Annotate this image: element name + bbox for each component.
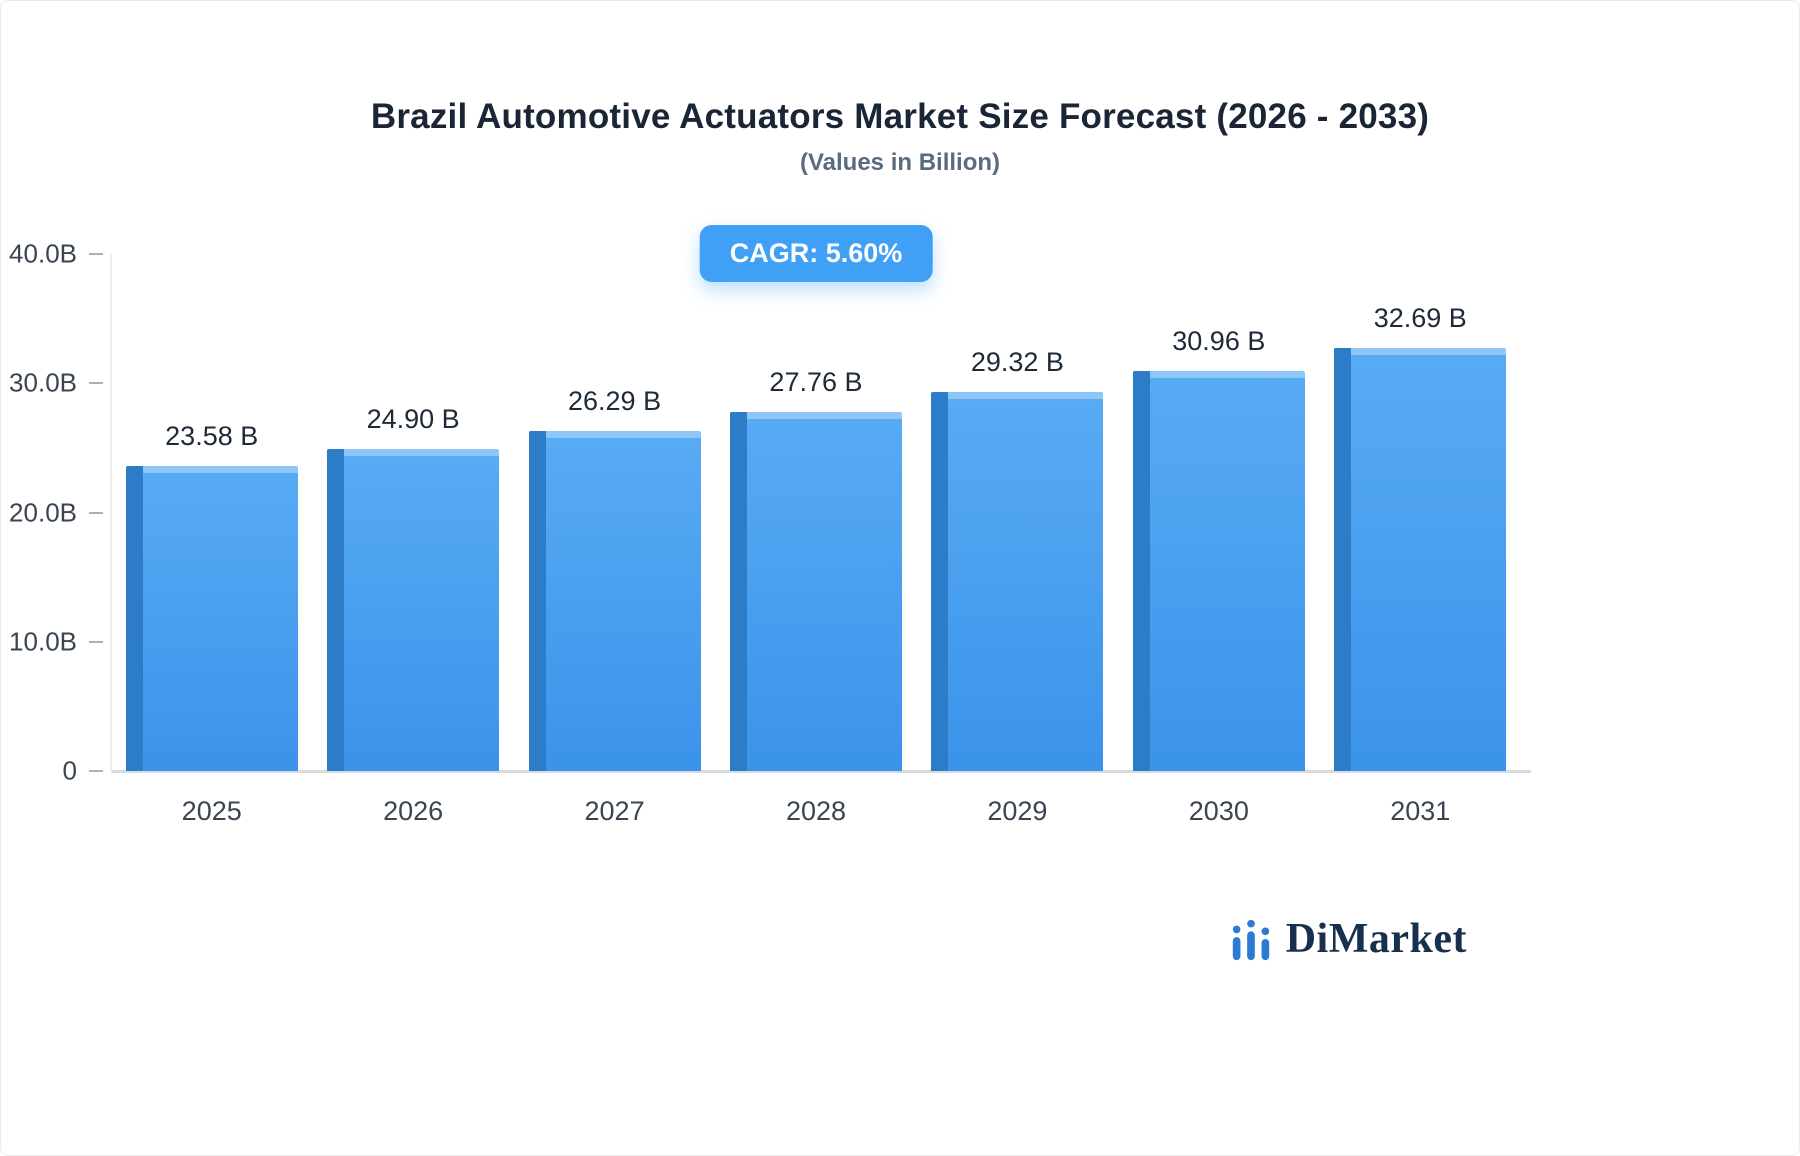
bar-slot: 32.69 B 2031 bbox=[1320, 254, 1521, 826]
y-tick-mark bbox=[89, 382, 103, 385]
bar-value-label: 26.29 B bbox=[568, 386, 662, 417]
chart-title: Brazil Automotive Actuators Market Size … bbox=[370, 97, 1430, 136]
y-tick-label: 10.0B bbox=[9, 626, 77, 657]
x-axis-label: 2025 bbox=[181, 796, 242, 826]
y-tick-mark bbox=[89, 253, 103, 255]
cagr-badge: CAGR: 5.60% bbox=[699, 225, 933, 282]
y-axis: 40.0B 30.0B 20.0B 10.0B 0 bbox=[1, 239, 111, 786]
brand-logo-text: DiMarket bbox=[1285, 916, 1467, 962]
bar-2031: 32.69 B bbox=[1334, 303, 1507, 771]
bar-2025: 23.58 B bbox=[125, 421, 298, 771]
bar-2030: 30.96 B bbox=[1132, 326, 1305, 772]
bar-slot: 24.90 B 2026 bbox=[312, 254, 513, 826]
x-axis-label: 2028 bbox=[785, 796, 847, 826]
brand-logo: DiMarket bbox=[1228, 915, 1467, 963]
x-axis-label: 2027 bbox=[584, 796, 645, 826]
x-axis-line bbox=[111, 770, 1531, 773]
bar-slot: 26.29 B 2027 bbox=[514, 254, 715, 826]
x-axis-label: 2026 bbox=[383, 796, 444, 826]
chart-subtitle: (Values in Billion) bbox=[799, 149, 1001, 176]
bar-2027: 26.29 B bbox=[528, 386, 701, 771]
bar-value-label: 23.58 B bbox=[165, 421, 259, 452]
bar-value-label: 27.76 B bbox=[769, 367, 863, 398]
x-axis-label: 2029 bbox=[987, 796, 1048, 826]
bar-2028: 27.76 B bbox=[729, 367, 902, 771]
bar-2029: 29.32 B bbox=[931, 347, 1104, 771]
y-tick-label: 20.0B bbox=[9, 497, 77, 527]
bar-2026: 24.90 B bbox=[327, 404, 500, 771]
y-tick-label: 30.0B bbox=[9, 367, 77, 398]
bar-value-label: 30.96 B bbox=[1172, 325, 1266, 356]
y-axis-line bbox=[110, 254, 112, 771]
y-tick-label: 0 bbox=[62, 755, 77, 786]
bar-value-label: 24.90 B bbox=[366, 404, 460, 435]
bar-value-label: 29.32 B bbox=[970, 347, 1064, 378]
bar-slot: 23.58 B 2025 bbox=[111, 254, 312, 826]
y-tick-mark bbox=[89, 770, 103, 772]
y-tick-label: 40.0B bbox=[9, 238, 77, 269]
x-axis-label: 2031 bbox=[1390, 796, 1451, 826]
bar-chart-icon bbox=[1232, 919, 1269, 961]
bars-container: 23.58 B 2025 24.90 B 2026 26.29 B 2027 27.76 B… bbox=[111, 254, 1521, 826]
bar-slot: 29.32 B 2029 bbox=[917, 254, 1118, 826]
y-tick-mark bbox=[89, 511, 103, 514]
y-tick-mark bbox=[89, 640, 103, 643]
x-axis-label: 2030 bbox=[1188, 796, 1249, 826]
bar-slot: 30.96 B 2030 bbox=[1118, 254, 1319, 826]
bar-slot: 27.76 B 2028 bbox=[715, 254, 916, 826]
bar-value-label: 32.69 B bbox=[1373, 303, 1467, 334]
